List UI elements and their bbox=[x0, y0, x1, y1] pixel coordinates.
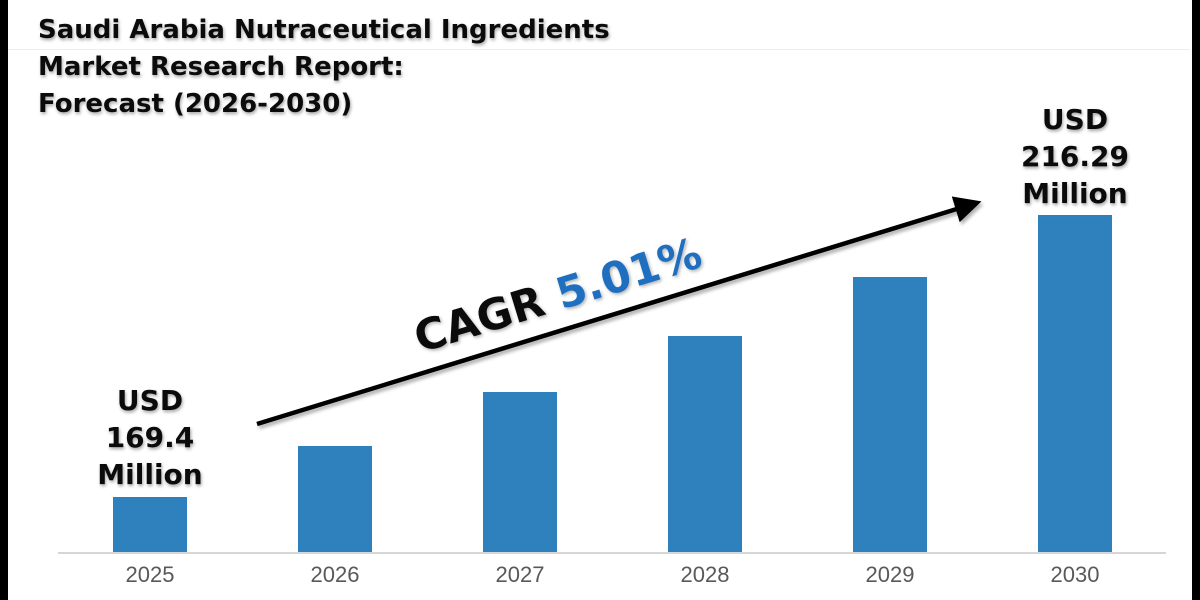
left-border-bar bbox=[0, 0, 8, 600]
x-axis-line bbox=[58, 552, 1166, 554]
x-axis-label-2026: 2026 bbox=[310, 562, 360, 587]
value-label-2030-amount: 216.29 bbox=[1020, 140, 1130, 173]
value-label-2025-amount: 169.4 bbox=[105, 421, 195, 454]
value-label-2025-currency: USD bbox=[116, 384, 184, 417]
bar-2027 bbox=[483, 392, 557, 553]
x-axis-label-2028: 2028 bbox=[680, 562, 730, 587]
right-border-bar bbox=[1192, 0, 1200, 600]
value-label-2025-unit: Million bbox=[97, 458, 203, 491]
value-label-2030-unit: Million bbox=[1022, 177, 1128, 210]
bar-2028 bbox=[668, 336, 742, 553]
bar-2026 bbox=[298, 446, 372, 553]
x-axis-label-2027: 2027 bbox=[495, 562, 545, 587]
value-label-2030: USD 216.29 Million bbox=[985, 101, 1165, 212]
x-axis-label-2025: 2025 bbox=[125, 562, 175, 587]
cagr-value: 5.01% bbox=[550, 228, 708, 321]
chart-title-line3: Forecast (2026-2030) bbox=[38, 89, 353, 119]
bar-2030 bbox=[1038, 215, 1112, 553]
value-label-2030-currency: USD bbox=[1041, 103, 1109, 136]
x-axis-label-2030: 2030 bbox=[1050, 562, 1100, 587]
cagr-prefix: CAGR bbox=[408, 272, 565, 364]
bar-2029 bbox=[853, 277, 927, 553]
x-axis-label-2029: 2029 bbox=[865, 562, 915, 587]
chart-title-line1: Saudi Arabia Nutraceutical Ingredients bbox=[38, 15, 610, 45]
chart-title: Saudi Arabia Nutraceutical Ingredients M… bbox=[38, 12, 610, 123]
bar-2025 bbox=[113, 497, 187, 553]
value-label-2025: USD 169.4 Million bbox=[60, 382, 240, 493]
faint-divider-line bbox=[8, 49, 1190, 50]
chart-title-line2: Market Research Report: bbox=[38, 52, 404, 82]
